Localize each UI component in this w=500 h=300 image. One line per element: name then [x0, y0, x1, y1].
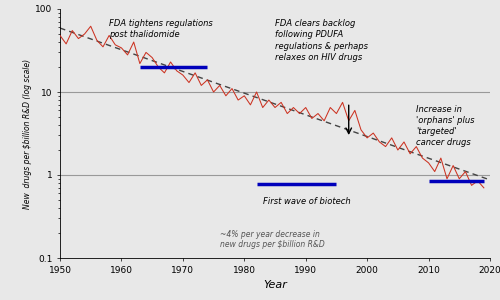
Text: FDA tightens regulations
post thalidomide: FDA tightens regulations post thalidomid… [109, 20, 213, 39]
Text: new drugs per $billion R&D: new drugs per $billion R&D [220, 240, 324, 249]
Text: ~4% per year decrease in: ~4% per year decrease in [220, 230, 320, 238]
Text: Increase in
'orphans' plus
'targeted'
cancer drugs: Increase in 'orphans' plus 'targeted' ca… [416, 105, 475, 147]
Text: First wave of biotech: First wave of biotech [262, 196, 350, 206]
X-axis label: Year: Year [263, 280, 287, 290]
Y-axis label: New  drugs per $billion R&D (log scale): New drugs per $billion R&D (log scale) [24, 58, 32, 208]
Text: FDA clears backlog
following PDUFA
regulations & perhaps
relaxes on HIV drugs: FDA clears backlog following PDUFA regul… [275, 20, 368, 62]
